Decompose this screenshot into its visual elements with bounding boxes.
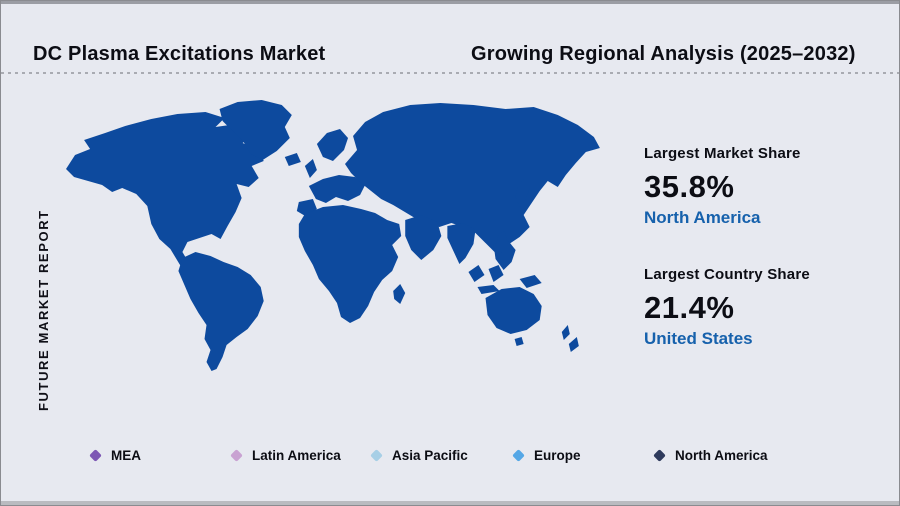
legend-item-asia-pacific: Asia Pacific [370, 448, 468, 463]
world-map [66, 100, 600, 371]
map-iceland [284, 153, 301, 166]
legend-label: Latin America [252, 448, 341, 463]
map-india [447, 223, 476, 264]
stat-label: Largest Market Share [644, 145, 801, 162]
map-new-zealand [561, 325, 579, 352]
legend-label: Europe [534, 448, 581, 463]
bottom-edge-divider [1, 501, 899, 505]
map-tasmania [514, 337, 524, 346]
dotted-divider [1, 72, 899, 74]
map-north-america [66, 112, 264, 296]
map-java [477, 285, 500, 294]
map-borneo [488, 265, 504, 282]
map-south-america [178, 252, 264, 371]
top-edge-divider [1, 1, 899, 4]
map-europe [308, 175, 366, 203]
legend-item-europe: Europe [512, 448, 581, 463]
legend-item-latin-america: Latin America [230, 448, 341, 463]
brand-watermark: FUTURE MARKET REPORT [36, 209, 51, 411]
stat-value: 21.4% [644, 290, 735, 325]
map-arabia [405, 215, 442, 260]
map-japan [515, 179, 530, 207]
legend-label: North America [675, 448, 768, 463]
map-uk [304, 159, 317, 178]
legend-label: MEA [111, 448, 141, 463]
legend-item-mea: MEA [89, 448, 141, 463]
legend-item-north-america: North America [653, 448, 768, 463]
map-australia [485, 287, 542, 334]
legend-dot-icon [230, 449, 243, 462]
legend-dot-icon [512, 449, 525, 462]
stat-region: United States [644, 329, 753, 348]
stat-market-share: Largest Market Share 35.8% North America [644, 145, 894, 228]
map-new-guinea [519, 275, 542, 288]
stat-region: North America [644, 208, 761, 227]
map-asia [345, 103, 600, 253]
page-title: DC Plasma Excitations Market [33, 43, 326, 65]
page-subtitle: Growing Regional Analysis (2025–2032) [471, 43, 856, 65]
map-madagascar [393, 284, 406, 304]
legend-dot-icon [653, 449, 666, 462]
map-scandinavia [316, 129, 349, 161]
map-africa [298, 205, 402, 323]
map-greenland [219, 100, 292, 160]
legend-label: Asia Pacific [392, 448, 468, 463]
map-sumatra [468, 265, 485, 282]
legend-dot-icon [89, 449, 102, 462]
world-map-icon [66, 100, 600, 371]
map-philippines [496, 231, 508, 253]
stat-label: Largest Country Share [644, 266, 810, 283]
stat-value: 35.8% [644, 169, 735, 204]
stat-country-share: Largest Country Share 21.4% United State… [644, 266, 894, 349]
legend-dot-icon [370, 449, 383, 462]
